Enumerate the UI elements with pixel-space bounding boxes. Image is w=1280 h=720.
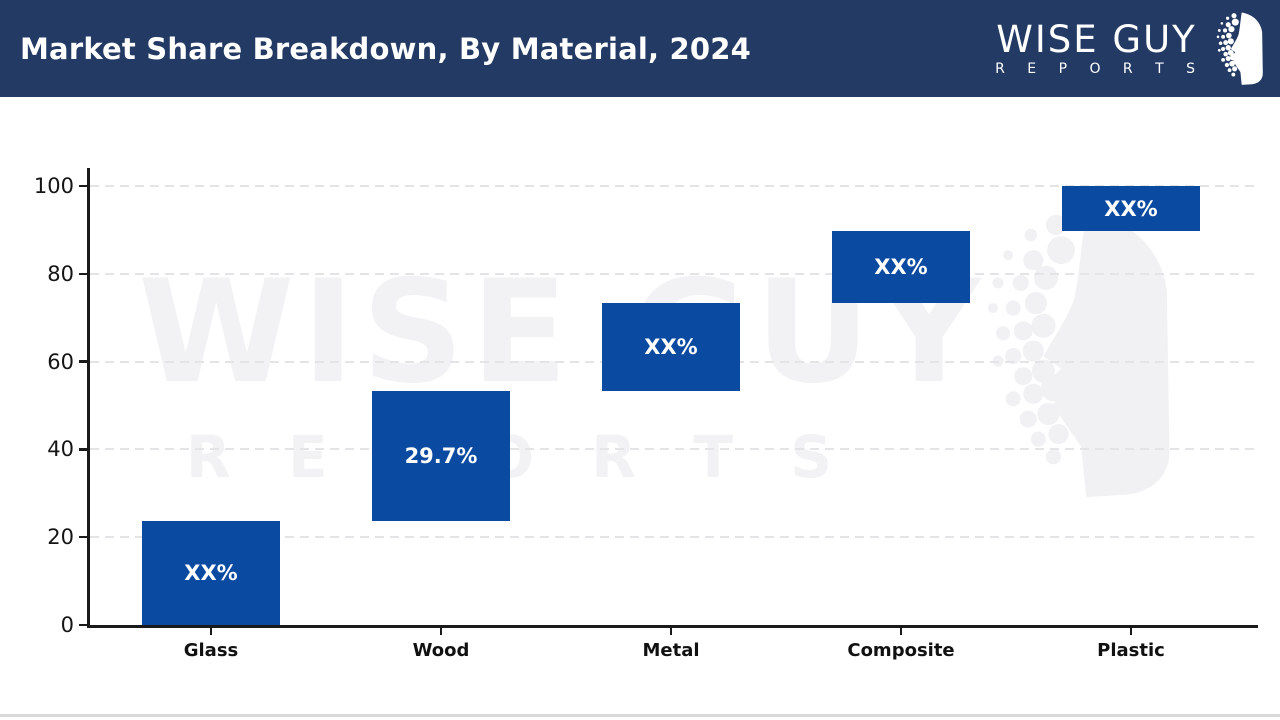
bar-value-label: XX% xyxy=(184,560,238,585)
y-tick-40 xyxy=(79,448,88,451)
header: Market Share Breakdown, By Material, 202… xyxy=(0,0,1280,97)
logo-text: WISE GUY R E P O R T S xyxy=(989,21,1204,76)
x-tick-composite xyxy=(899,627,903,635)
y-tick-label: 100 xyxy=(33,174,74,198)
x-tick-plastic xyxy=(1129,627,1133,635)
y-tick-60 xyxy=(79,360,88,363)
x-category-label: Glass xyxy=(183,640,239,661)
x-category-label: Composite xyxy=(847,640,955,661)
x-tick-glass xyxy=(209,627,213,635)
y-tick-label: 20 xyxy=(47,525,74,550)
bar-composite: XX% xyxy=(832,231,970,303)
bar-value-label: 29.7% xyxy=(404,443,478,468)
y-tick-20 xyxy=(79,535,88,539)
gridline-20 xyxy=(90,536,1258,539)
gridline-80 xyxy=(90,272,1258,275)
y-tick-100 xyxy=(79,184,88,188)
x-tick-metal xyxy=(669,627,673,635)
x-category-label: Plastic xyxy=(1097,640,1165,661)
y-axis-line xyxy=(87,168,90,627)
gridline-40 xyxy=(90,448,1258,451)
wise-guy-logo: WISE GUY R E P O R T S xyxy=(989,9,1266,89)
y-tick-80 xyxy=(79,272,88,276)
bar-value-label: XX% xyxy=(1104,196,1158,221)
bar-value-label: XX% xyxy=(644,334,698,359)
y-tick-label: 80 xyxy=(47,261,74,286)
gridline-100 xyxy=(90,185,1258,187)
logo-wordmark: WISE GUY xyxy=(996,18,1197,61)
x-tick-wood xyxy=(439,627,443,635)
bar-metal: XX% xyxy=(602,302,740,391)
bottom-border xyxy=(0,714,1280,717)
page-title: Market Share Breakdown, By Material, 202… xyxy=(20,31,752,66)
bar-glass: XX% xyxy=(142,520,280,625)
bar-plastic: XX% xyxy=(1062,186,1200,232)
x-axis-line xyxy=(87,625,1258,628)
y-tick-label: 40 xyxy=(47,437,74,462)
y-tick-label: 0 xyxy=(60,613,74,637)
logo-subtitle: R E P O R T S xyxy=(995,61,1204,77)
bar-wood: 29.7% xyxy=(372,390,510,521)
y-tick-0 xyxy=(79,623,88,627)
y-tick-label: 60 xyxy=(47,349,74,374)
bar-value-label: XX% xyxy=(874,254,928,279)
x-category-label: Metal xyxy=(642,640,700,661)
x-category-label: Wood xyxy=(412,640,470,661)
